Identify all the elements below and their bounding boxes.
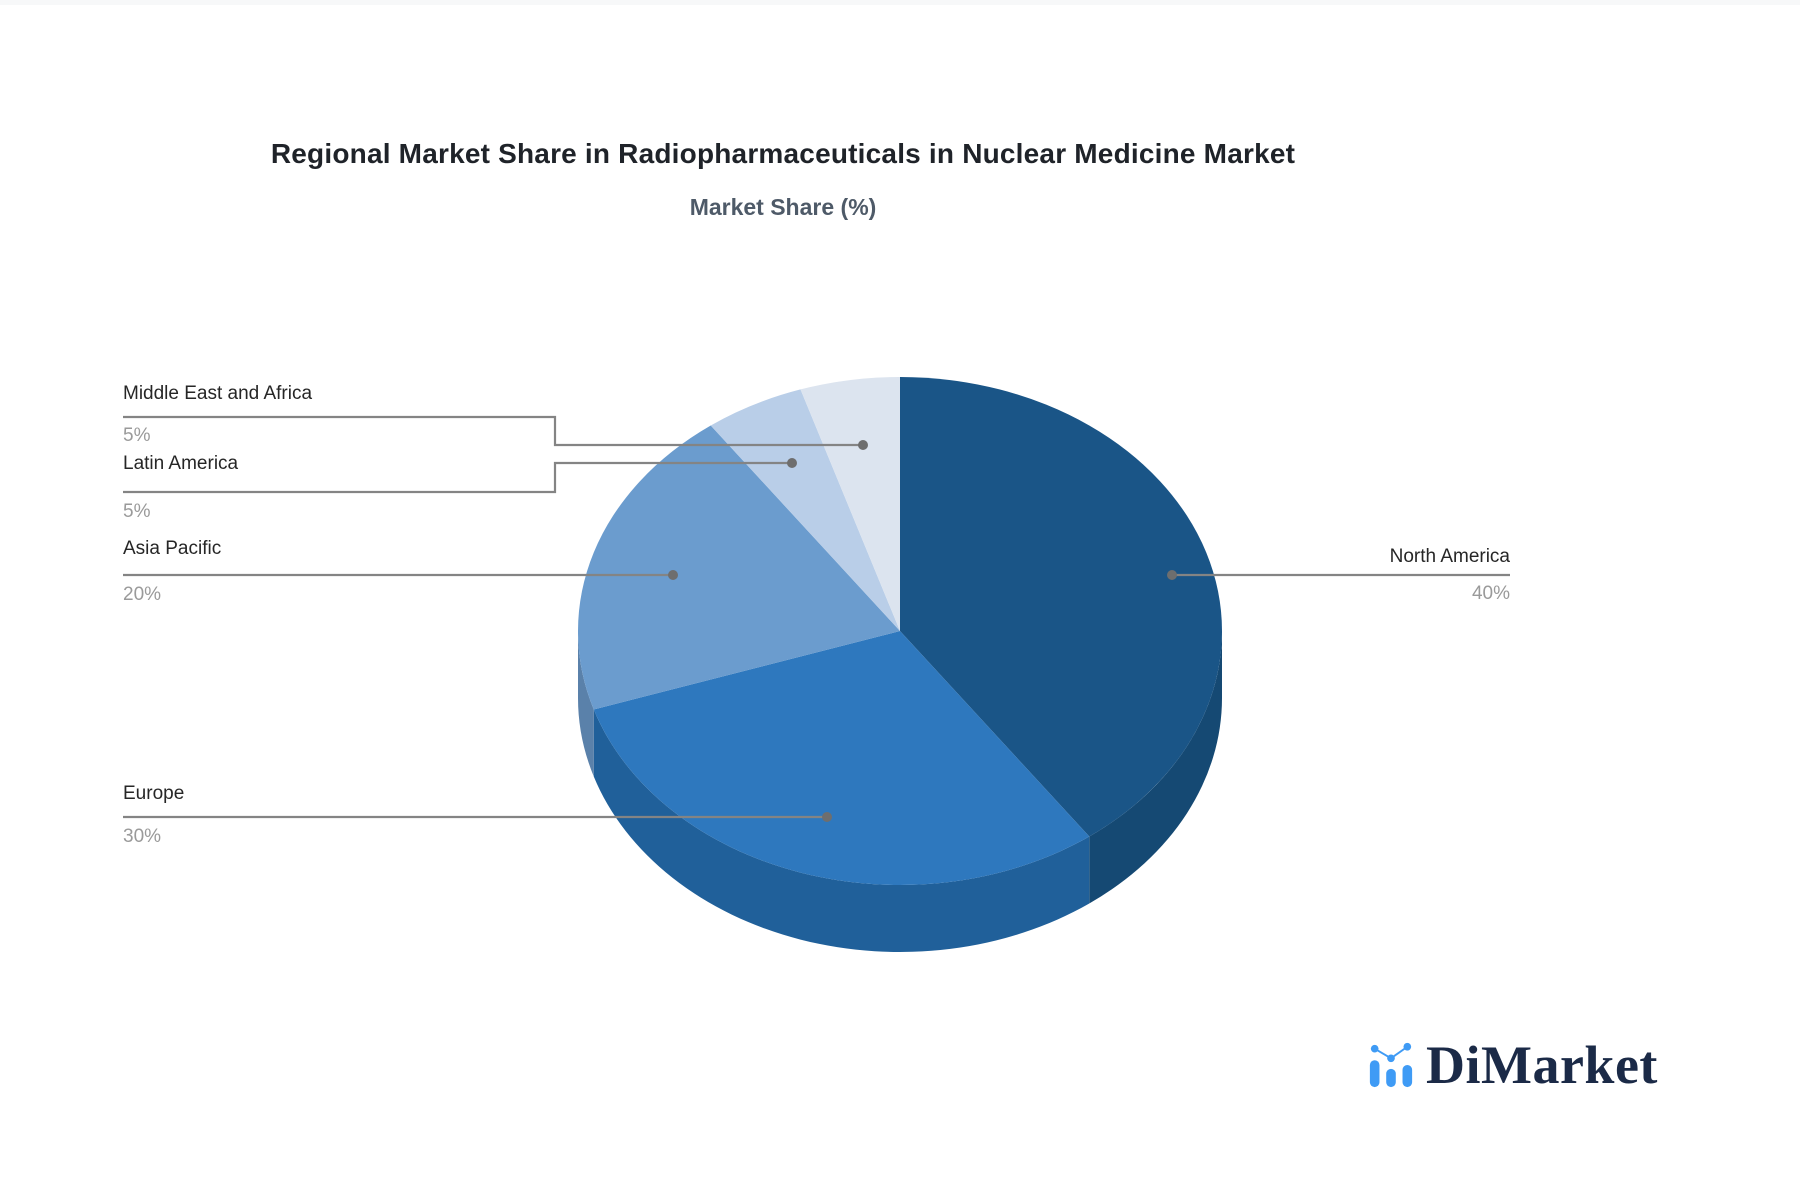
anchor-dot-middle-east-and-africa (858, 440, 868, 450)
logo-bar-1 (1369, 1060, 1380, 1088)
chart-subtitle: Market Share (%) (689, 194, 877, 220)
logo-dot-2 (1387, 1054, 1395, 1063)
top-border (0, 0, 1800, 5)
logo-dot-1 (1370, 1044, 1379, 1053)
callout-label-north-america: North America (1389, 546, 1510, 567)
callout-value-latin-america: 5% (123, 501, 151, 522)
pie-slice-side-asia-pacific (578, 631, 594, 777)
pie-slice-middle-east-and-africa[interactable] (800, 377, 900, 631)
anchor-dot-europe (822, 812, 832, 822)
brand-logo-text: DiMarket (1426, 1035, 1658, 1095)
leader-line-latin-america (123, 461, 792, 494)
brand-logo-icon (1369, 1042, 1413, 1088)
callout-label-middle-east-and-africa: Middle East and Africa (123, 383, 313, 404)
pie-slice-asia-pacific[interactable] (578, 425, 900, 710)
logo-dot-3 (1403, 1042, 1412, 1051)
anchor-dot-latin-america (787, 458, 797, 468)
logo-bar-2 (1386, 1068, 1396, 1088)
pie-slice-side-europe (593, 709, 1090, 952)
anchor-dot-asia-pacific (668, 570, 678, 580)
pie-slice-europe[interactable] (593, 631, 1090, 885)
callout-value-middle-east-and-africa: 5% (123, 425, 151, 446)
callout-label-asia-pacific: Asia Pacific (123, 538, 222, 559)
brand-logo: DiMarket (1367, 1038, 1658, 1092)
pie-slice-latin-america[interactable] (710, 389, 900, 631)
pie-slice-side-north-america (1089, 631, 1222, 904)
callout-value-asia-pacific: 20% (123, 584, 162, 605)
leader-line-middle-east-and-africa (123, 415, 863, 447)
callout-value-north-america: 40% (1471, 583, 1510, 604)
callout-value-europe: 30% (123, 826, 162, 847)
pie-slice-north-america[interactable] (900, 377, 1222, 837)
logo-bar-3 (1402, 1065, 1413, 1088)
chart-title: Regional Market Share in Radiopharmaceut… (270, 138, 1296, 169)
anchor-dot-north-america (1167, 570, 1177, 580)
callout-label-latin-america: Latin America (123, 453, 239, 474)
callout-label-europe: Europe (123, 783, 185, 804)
